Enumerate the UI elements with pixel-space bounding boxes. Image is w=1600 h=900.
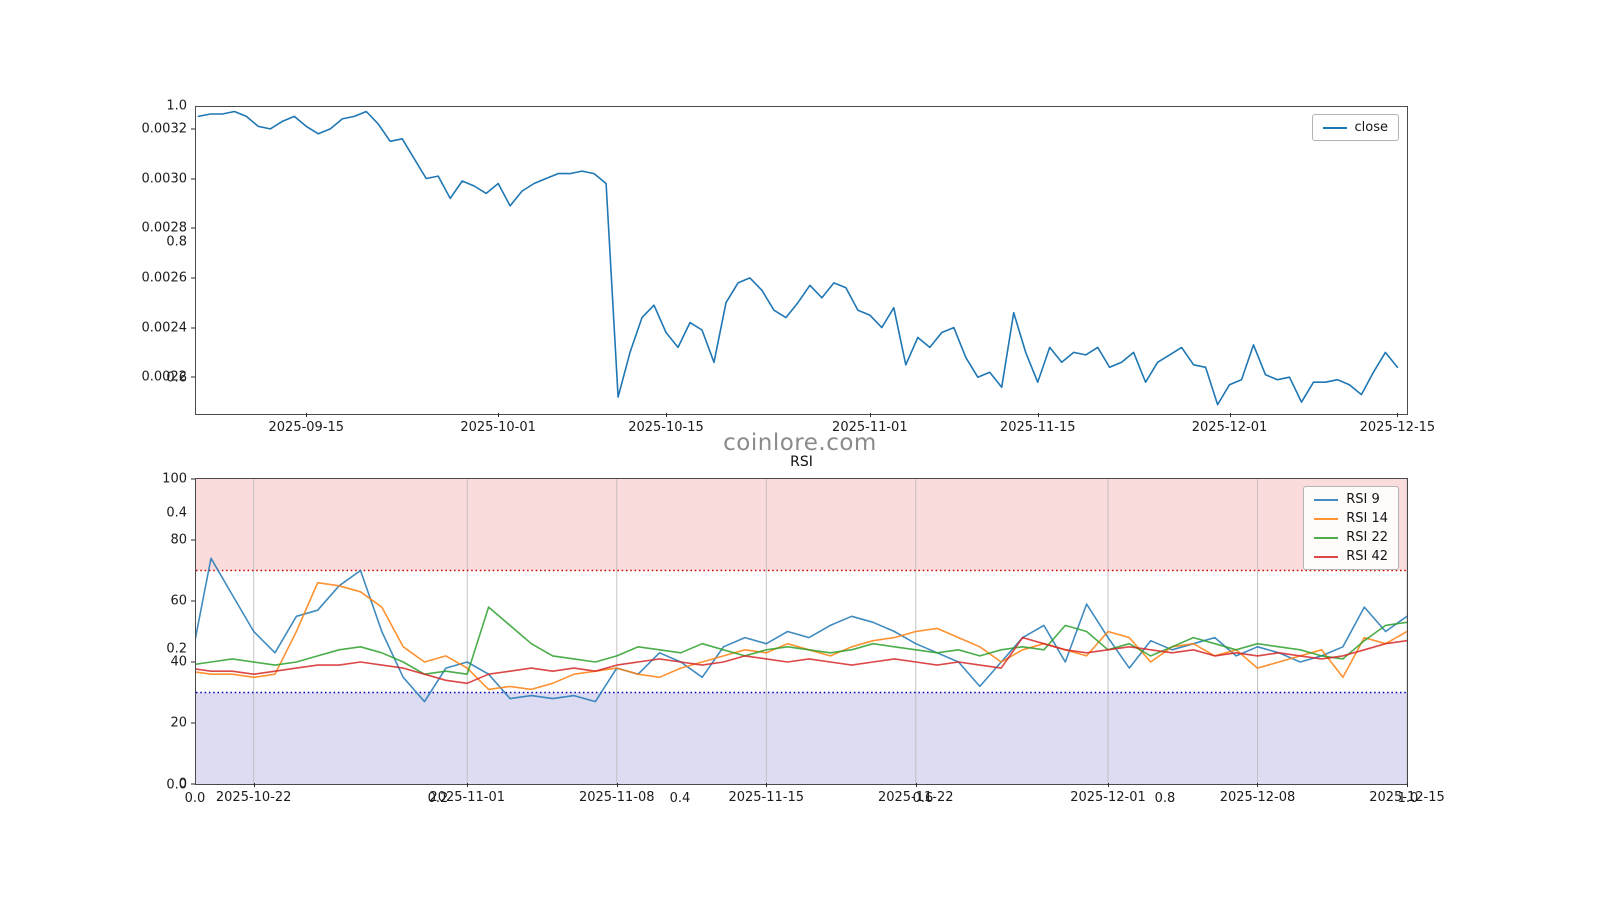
- x-tick-mark: [1229, 413, 1231, 417]
- y-tick-label: 80: [170, 532, 187, 548]
- y-tick-label: 0.0030: [141, 171, 188, 187]
- x-tick-mark: [915, 783, 917, 787]
- legend-line-sample-icon: [1322, 126, 1347, 129]
- x-tick-mark: [1257, 783, 1259, 787]
- x-tick-label: 2025-12-08: [1219, 790, 1296, 805]
- x-tick-label: 2025-11-01: [429, 790, 506, 805]
- y-tick-label: 40: [170, 654, 187, 670]
- y-tick-mark: [191, 478, 195, 480]
- x-tick-mark: [616, 783, 618, 787]
- legend-line-sample-icon: [1314, 536, 1339, 539]
- x-tick-label: 2025-11-01: [832, 420, 908, 435]
- legend-line-sample-icon: [1314, 555, 1339, 558]
- y-tick-mark: [191, 722, 195, 724]
- x-tick-label: 2025-10-22: [215, 790, 292, 805]
- y-tick-mark: [191, 227, 195, 229]
- x-tick-label: 2025-12-15: [1359, 420, 1436, 435]
- price-chart-legend: close: [1311, 114, 1399, 141]
- series-line: [196, 636, 1407, 685]
- y-tick-mark: [191, 178, 195, 180]
- x-tick-label: 2025-10-15: [628, 420, 704, 435]
- price-chart: 2025-09-15 2025-10-01 2025-10-15 2025-11-01…: [142, 106, 1435, 434]
- y-tick-label: 100: [162, 471, 187, 487]
- y-tick-label: 60: [170, 593, 187, 609]
- legend-label: RSI 9: [1346, 492, 1380, 507]
- x-tick-mark: [306, 413, 308, 417]
- ghost-x-label: 0.8: [1154, 791, 1176, 806]
- x-tick-mark: [467, 783, 469, 787]
- watermark: coinlore.com: [723, 430, 877, 456]
- x-tick-label: 2025-10-01: [460, 420, 536, 435]
- y-tick-label: 20: [170, 715, 187, 731]
- x-tick-label: 2025-11-15: [999, 420, 1076, 435]
- legend-label: RSI 42: [1346, 549, 1388, 564]
- x-tick-label: 2025-12-01: [1191, 420, 1268, 435]
- rsi-title: RSI: [790, 454, 813, 470]
- ghost-y-label: 0.8: [166, 234, 187, 250]
- band: [196, 479, 1407, 571]
- legend-entry: close: [1322, 120, 1388, 135]
- x-tick-mark: [1397, 413, 1399, 417]
- ghost-y-label: 1.0: [166, 98, 187, 114]
- y-tick-label: 0.0026: [141, 270, 188, 286]
- x-tick-label: 2025-12-01: [1070, 790, 1146, 805]
- x-tick-label: 2025-11-22: [877, 790, 954, 805]
- legend-label: close: [1354, 120, 1388, 135]
- y-tick-label: 0.0028: [141, 220, 188, 236]
- x-tick-label: 2025-11-08: [578, 790, 655, 805]
- series-line: [197, 110, 1399, 406]
- y-tick-label: 0.0032: [141, 121, 188, 137]
- y-tick-label: 0.0022: [141, 369, 188, 385]
- legend-entry: RSI 14: [1314, 512, 1388, 525]
- rsi-chart-legend: RSI 9 RSI 14 RSI 22 RSI 42: [1303, 486, 1399, 570]
- x-tick-mark: [869, 413, 871, 417]
- y-tick-mark: [191, 783, 195, 785]
- rsi-chart-canvas: [196, 479, 1407, 784]
- x-tick-label: 2025-11-15: [728, 790, 805, 805]
- price-chart-canvas: [197, 110, 1399, 406]
- x-tick-mark: [1407, 783, 1408, 787]
- legend-entry: RSI 42: [1314, 550, 1388, 563]
- x-tick-label: 2025-09-15: [268, 420, 345, 435]
- x-tick-label: 2025-12-15: [1369, 790, 1445, 805]
- y-tick-mark: [191, 327, 195, 329]
- legend-entry: RSI 22: [1314, 531, 1388, 544]
- rsi-chart: 2025-10-22 2025-11-01 2025-11-08 2025-11-15…: [162, 473, 1445, 805]
- ghost-y-label: 0.4: [166, 505, 187, 521]
- legend-line-sample-icon: [1314, 517, 1339, 520]
- legend-line-sample-icon: [1314, 498, 1339, 501]
- legend-label: RSI 14: [1346, 511, 1388, 526]
- series-line: [196, 581, 1407, 691]
- series-line: [196, 557, 1407, 703]
- legend-entry: RSI 9: [1314, 493, 1388, 506]
- x-tick-mark: [766, 783, 768, 787]
- x-tick-mark: [666, 413, 667, 417]
- y-tick-mark: [191, 539, 195, 541]
- series-line: [196, 606, 1407, 675]
- y-tick-mark: [191, 661, 195, 663]
- y-tick-label: 0.0024: [141, 320, 188, 336]
- x-tick-mark: [1037, 413, 1039, 417]
- y-tick-mark: [191, 376, 195, 378]
- x-tick-mark: [1107, 783, 1109, 787]
- x-tick-mark: [498, 413, 500, 417]
- legend-label: RSI 22: [1346, 530, 1388, 545]
- ghost-x-label: 0.0: [184, 791, 206, 806]
- y-tick-mark: [191, 600, 195, 602]
- y-tick-mark: [191, 128, 195, 130]
- y-tick-label: 0: [178, 776, 187, 792]
- y-tick-mark: [191, 277, 195, 279]
- band: [196, 692, 1407, 784]
- x-tick-mark: [253, 783, 255, 787]
- ghost-x-label: 0.4: [669, 791, 691, 806]
